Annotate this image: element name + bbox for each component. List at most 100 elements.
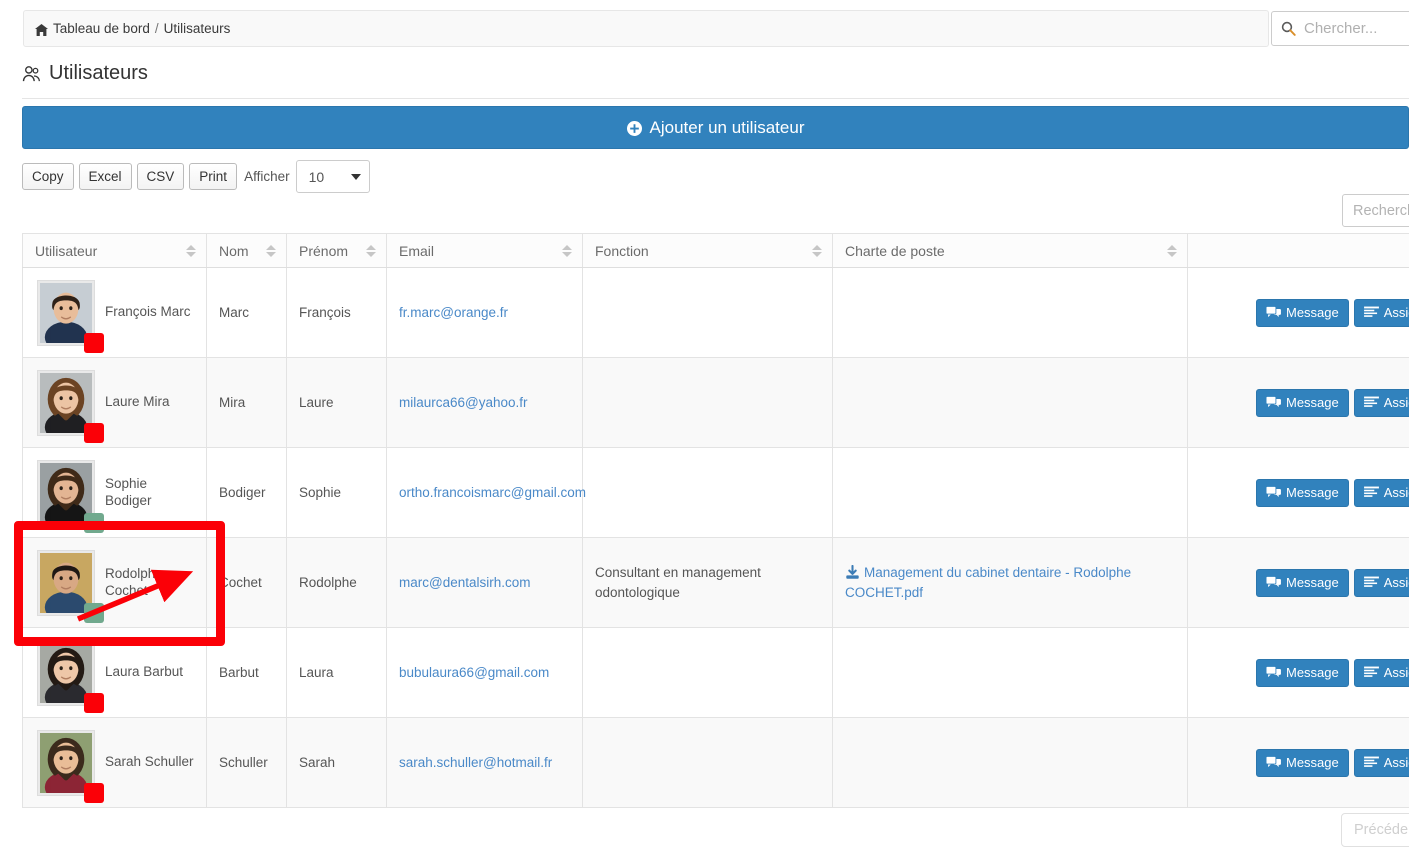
cell-prenom: Sarah [286,717,387,808]
cell-email: sarah.schuller@hotmail.fr [386,717,583,808]
cell-email: ortho.francoismarc@gmail.com [386,447,587,538]
email-link[interactable]: sarah.schuller@hotmail.fr [399,755,553,770]
assigner-button[interactable]: Assigner [1353,568,1409,597]
cell-prenom: Laure [286,357,387,448]
top-bar: Tableau de bord / Utilisateurs [0,0,1409,48]
column-header-prenom[interactable]: Prénom [286,233,387,268]
email-link[interactable]: fr.marc@orange.fr [399,305,508,320]
user-full-name: Sarah Schuller [105,754,194,770]
table-search-input[interactable] [1353,202,1409,219]
print-button[interactable]: Print [189,163,238,190]
assigner-button[interactable]: Assigner [1353,388,1409,417]
avatar [37,729,104,803]
cell-charte [832,267,1188,358]
pagination-previous-label: Précédent [1354,822,1409,838]
column-label: Nom [219,242,249,259]
global-search-input[interactable] [1304,20,1409,37]
sort-arrows-icon[interactable] [266,244,276,257]
sort-arrows-icon[interactable] [186,244,196,257]
column-header-charte[interactable]: Charte de poste [832,233,1188,268]
copy-button[interactable]: Copy [22,163,74,190]
sort-arrows-icon[interactable] [562,244,572,257]
charte-download-link[interactable]: Management du cabinet dentaire - Rodolph… [845,564,1132,600]
avatar [37,459,104,533]
email-link[interactable]: bubulaura66@gmail.com [399,665,550,680]
global-search[interactable] [1271,11,1409,46]
table-body: François Marc Marc François fr.marc@oran… [22,267,1409,808]
csv-button[interactable]: CSV [136,163,185,190]
cell-actions: Message Assigner [1187,717,1409,808]
cell-email: fr.marc@orange.fr [386,267,583,358]
message-button[interactable]: Message [1256,568,1349,597]
cell-fonction [582,717,833,808]
avatar [37,279,104,353]
column-label: Prénom [299,242,349,259]
sort-arrows-icon[interactable] [812,244,822,257]
column-label: Fonction [595,242,649,259]
cell-email: marc@dentalsirh.com [386,537,583,628]
column-label: Utilisateur [35,242,98,259]
users-table: Utilisateur Nom Prénom Email [22,233,1409,808]
cell-nom: Bodiger [206,447,287,538]
email-link[interactable]: marc@dentalsirh.com [399,575,531,590]
message-button[interactable]: Message [1256,388,1349,417]
sort-arrows-icon[interactable] [366,244,376,257]
status-badge [84,332,104,353]
column-header-utilisateur[interactable]: Utilisateur [22,233,207,268]
status-badge [84,692,104,713]
cell-prenom: Rodolphe [286,537,387,628]
breadcrumb-link-dashboard[interactable]: Tableau de bord [53,21,150,36]
assigner-button[interactable]: Assigner [1353,658,1409,687]
breadcrumb: Tableau de bord / Utilisateurs [23,10,1269,47]
email-link[interactable]: ortho.francoismarc@gmail.com [399,485,587,500]
page-length-label: Afficher [244,169,290,184]
cell-charte [832,627,1188,718]
assigner-label: Assigner [1383,575,1409,590]
sort-arrows-icon[interactable] [1167,244,1177,257]
table-search[interactable] [1342,194,1409,227]
home-icon [35,23,48,36]
page-length-select[interactable]: 10 [295,160,370,193]
message-button[interactable]: Message [1256,298,1349,327]
column-label: Email [399,242,435,259]
cell-charte [832,717,1188,808]
cell-fonction [582,447,833,538]
cell-nom: Cochet [206,537,287,628]
users-icon [22,65,41,84]
cell-actions: Message Assigner [1187,267,1409,358]
assigner-button[interactable]: Assigner [1353,298,1409,327]
message-button[interactable]: Message [1256,748,1349,777]
assigner-button[interactable]: Assigner [1353,748,1409,777]
assigner-label: Assigner [1383,305,1409,320]
cell-utilisateur: Sarah Schuller [22,717,207,808]
table-row: Sophie Bodiger Bodiger Sophie ortho.fran… [22,447,1409,538]
chevron-down-icon [350,173,361,180]
pagination-previous-button[interactable]: Précédent [1341,813,1409,847]
cell-nom: Mira [206,357,287,448]
cell-fonction [582,627,833,718]
fonction-text: Consultant en management odontologique [595,564,761,600]
column-header-nom[interactable]: Nom [206,233,287,268]
page-title: Utilisateurs [22,62,148,85]
column-header-email[interactable]: Email [386,233,583,268]
status-badge [84,782,104,803]
add-user-button[interactable]: Ajouter un utilisateur [22,106,1409,149]
email-link[interactable]: milaurca66@yahoo.fr [399,395,528,410]
cell-fonction: Consultant en management odontologique [582,537,833,628]
cell-charte [832,357,1188,448]
avatar [37,369,104,443]
message-button[interactable]: Message [1256,478,1349,507]
avatar [37,549,104,623]
cell-prenom: François [286,267,387,358]
cell-actions: Message Assigner [1187,357,1409,448]
message-button[interactable]: Message [1256,658,1349,687]
user-full-name: Sophie Bodiger [105,475,152,508]
cell-nom: Marc [206,267,287,358]
column-header-fonction[interactable]: Fonction [582,233,833,268]
assigner-button[interactable]: Assigner [1353,478,1409,507]
add-user-label: Ajouter un utilisateur [649,117,805,137]
search-icon [1281,21,1296,36]
user-full-name: Laure Mira [105,394,170,410]
excel-button[interactable]: Excel [78,163,132,190]
